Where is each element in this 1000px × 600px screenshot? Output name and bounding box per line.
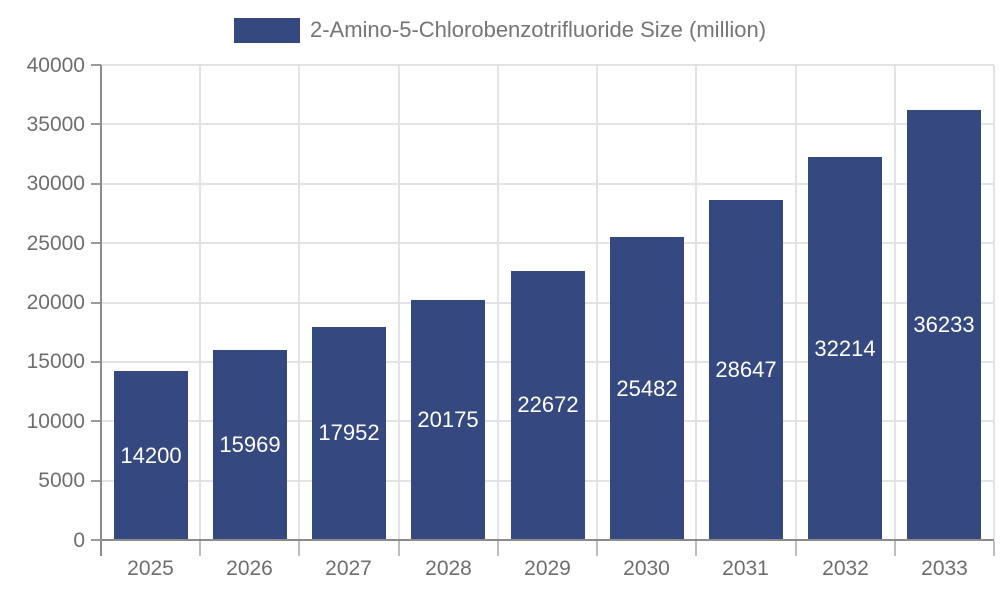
- bar-value-label: 32214: [814, 335, 876, 361]
- x-axis-tick: [496, 541, 499, 556]
- x-gridline: [596, 65, 599, 540]
- legend-swatch: [233, 17, 300, 43]
- y-axis-tick: [91, 123, 101, 126]
- x-axis-tick: [596, 541, 599, 556]
- y-tick-label: 15000: [26, 350, 85, 374]
- bar-value-label: 15969: [219, 432, 281, 458]
- bar[interactable]: 20175: [411, 300, 485, 540]
- bar[interactable]: 17952: [312, 326, 386, 540]
- y-gridline: [101, 123, 994, 126]
- y-axis-tick: [91, 360, 101, 363]
- y-tick-label: 35000: [26, 112, 85, 136]
- bar[interactable]: 36233: [907, 109, 981, 540]
- bar-value-label: 22672: [517, 392, 579, 418]
- x-gridline: [993, 65, 995, 540]
- y-tick-label: 20000: [26, 291, 85, 314]
- x-axis-tick: [893, 541, 896, 556]
- x-axis-tick: [397, 541, 400, 556]
- legend-item[interactable]: 2-Amino-5-Chlorobenzotrifluoride Size (m…: [0, 17, 1000, 43]
- y-axis-tick: [91, 301, 101, 304]
- y-axis-tick: [91, 539, 101, 541]
- y-tick-label: 40000: [26, 53, 85, 77]
- y-axis-tick: [91, 242, 101, 245]
- x-tick-label: 2032: [822, 557, 869, 580]
- bar-value-label: 36233: [913, 311, 975, 337]
- x-gridline: [794, 65, 797, 540]
- x-gridline: [893, 65, 896, 540]
- x-axis-tick: [199, 541, 202, 556]
- x-axis-tick: [993, 541, 995, 556]
- bar-value-label: 28647: [715, 356, 777, 382]
- y-tick-label: 10000: [26, 409, 85, 433]
- bar[interactable]: 25482: [610, 237, 684, 540]
- x-gridline: [397, 65, 400, 540]
- bar[interactable]: 14200: [114, 371, 188, 540]
- bar-value-label: 14200: [120, 442, 182, 468]
- x-tick-label: 2025: [127, 557, 174, 580]
- y-axis-tick: [91, 182, 101, 185]
- y-gridline: [101, 64, 994, 66]
- x-tick-label: 2027: [325, 557, 372, 580]
- x-tick-label: 2029: [524, 557, 571, 580]
- x-axis-tick: [298, 541, 301, 556]
- y-axis-line: [100, 65, 102, 556]
- x-tick-label: 2030: [623, 557, 670, 580]
- y-axis-tick: [91, 420, 101, 423]
- x-axis-line: [101, 539, 994, 541]
- legend-label: 2-Amino-5-Chlorobenzotrifluoride Size (m…: [309, 17, 767, 42]
- y-axis-tick: [91, 64, 101, 66]
- bar-value-label: 17952: [318, 420, 380, 446]
- y-gridline: [101, 182, 994, 185]
- y-gridline: [101, 242, 994, 245]
- x-tick-label: 2033: [921, 557, 968, 580]
- x-tick-label: 2026: [226, 557, 273, 580]
- bar[interactable]: 15969: [213, 350, 287, 540]
- bar[interactable]: 22672: [511, 270, 585, 540]
- x-tick-label: 2031: [722, 557, 769, 580]
- x-gridline: [199, 65, 202, 540]
- y-tick-label: 0: [73, 528, 85, 552]
- bar[interactable]: 28647: [709, 199, 783, 540]
- x-gridline: [496, 65, 499, 540]
- bar-value-label: 20175: [417, 407, 479, 433]
- x-gridline: [298, 65, 301, 540]
- y-tick-label: 5000: [38, 469, 85, 493]
- x-axis-tick: [794, 541, 797, 556]
- y-tick-label: 30000: [26, 172, 85, 196]
- x-axis-tick: [695, 541, 698, 556]
- bar-value-label: 25482: [616, 375, 678, 401]
- x-tick-label: 2028: [425, 557, 472, 580]
- x-gridline: [695, 65, 698, 540]
- y-axis-tick: [91, 479, 101, 482]
- bar[interactable]: 32214: [808, 157, 882, 540]
- y-tick-label: 25000: [26, 231, 85, 255]
